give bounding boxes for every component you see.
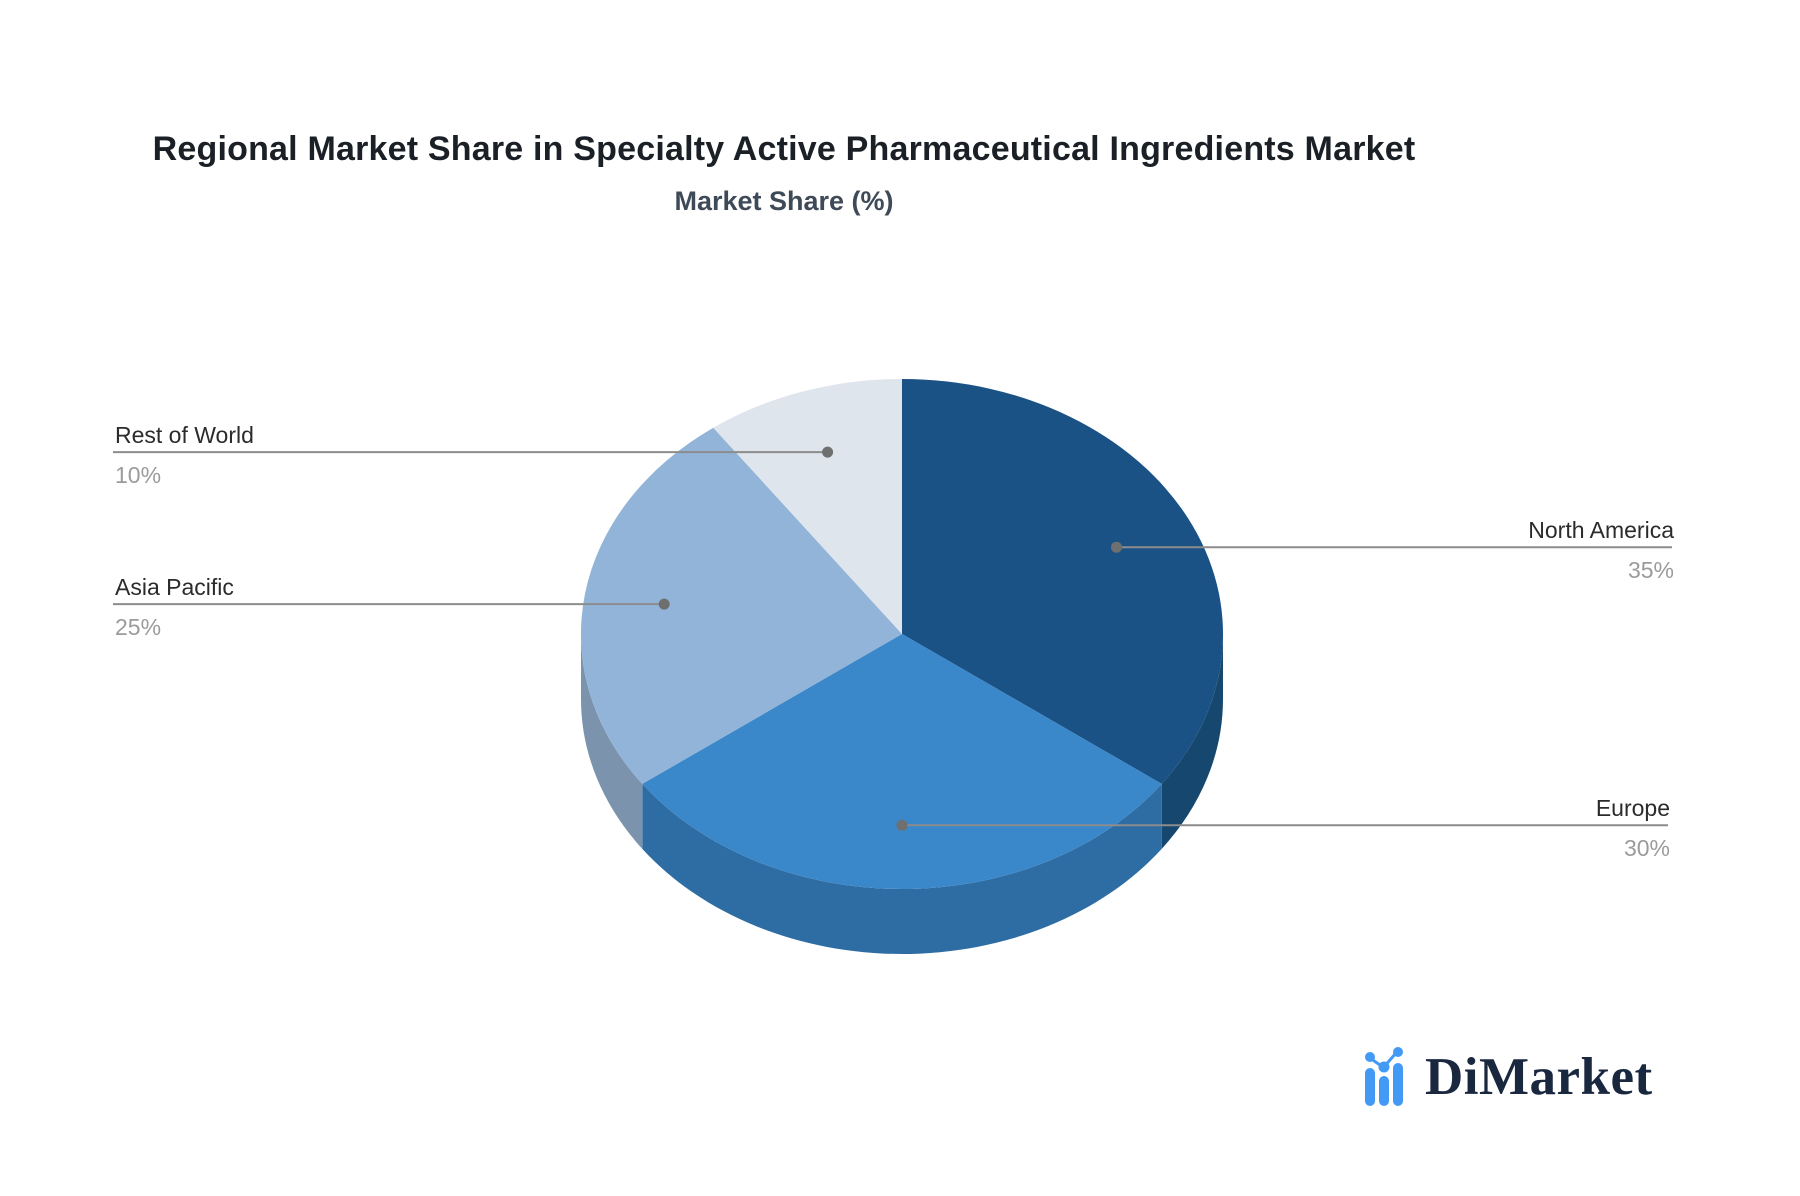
- slice-value-3: 10%: [115, 462, 162, 489]
- slice-name-2: Asia Pacific: [115, 574, 234, 601]
- pie-connector-dot-0: [1111, 541, 1122, 553]
- pie-slice-3[interactable]: [713, 378, 902, 634]
- brand-logo-icon: [1365, 1047, 1403, 1106]
- slice-value-2: 25%: [115, 614, 162, 641]
- pie-slice-0[interactable]: [902, 379, 1224, 784]
- pie-slice-2[interactable]: [580, 427, 902, 784]
- pie-side-1: [642, 783, 1162, 955]
- pie-connector-dot-2: [658, 598, 670, 610]
- pie-side-2: [581, 634, 643, 849]
- slice-name-1: Europe: [1595, 795, 1670, 822]
- chart-title: Regional Market Share in Specialty Activ…: [152, 130, 1416, 168]
- slice-name-3: Rest of World: [115, 422, 254, 449]
- brand-logo-text: DiMarket: [1425, 1048, 1653, 1106]
- pie-connector-dot-1: [896, 819, 908, 831]
- brand-logo[interactable]: DiMarket: [1364, 1044, 1653, 1106]
- slice-value-1: 30%: [1623, 835, 1670, 862]
- pie-side-0: [1161, 634, 1223, 849]
- slice-value-0: 35%: [1627, 557, 1674, 584]
- pie-connector-dot-3: [822, 446, 834, 458]
- chart-subtitle: Market Share (%): [674, 186, 894, 216]
- slice-name-0: North America: [1528, 517, 1674, 544]
